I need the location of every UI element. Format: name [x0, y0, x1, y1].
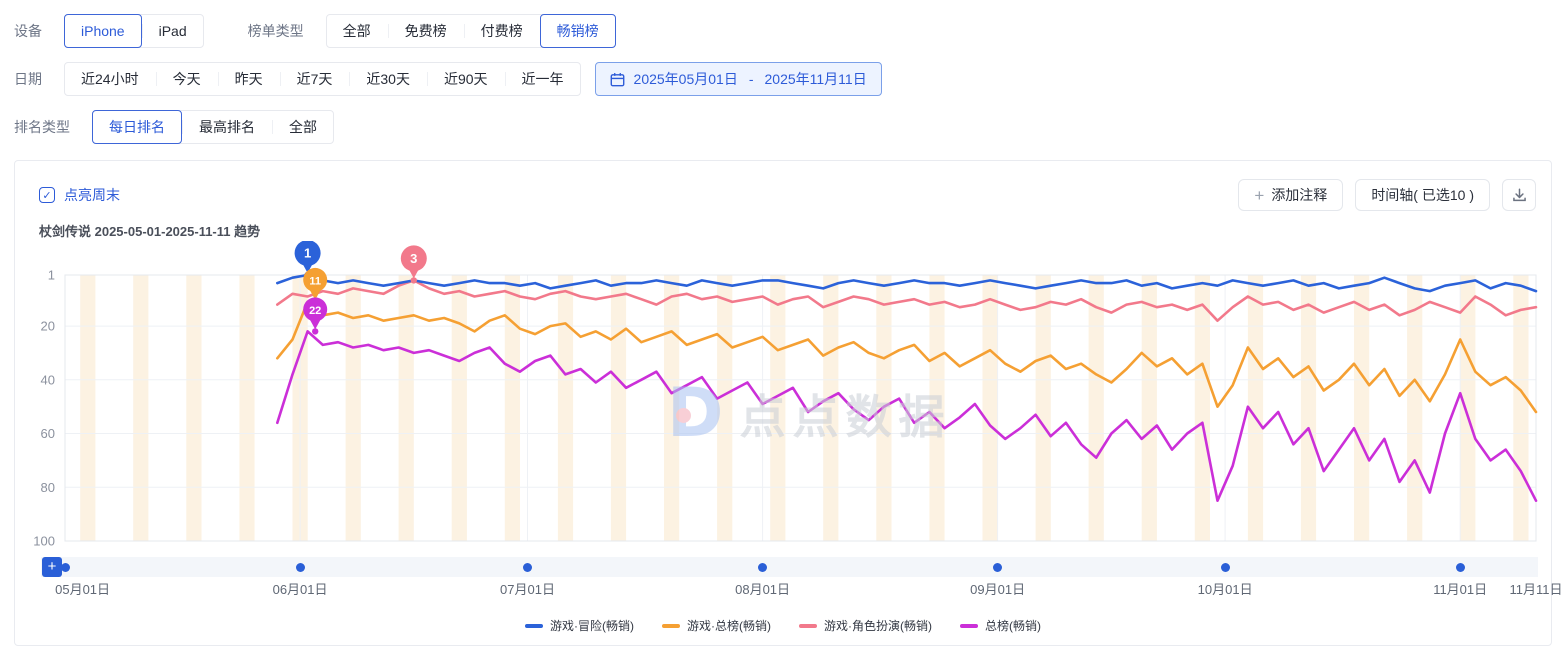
date-preset-group: 近24小时 今天 昨天 近7天 近30天 近90天 近一年 — [64, 62, 581, 96]
chart-type-group-option-2[interactable]: 付费榜 — [463, 14, 540, 48]
timeline-dot-1[interactable] — [295, 562, 305, 572]
chart-title: 杖剑传说 2025-05-01-2025-11-11 趋势 — [39, 224, 261, 239]
chart-legend: 游戏·冒险(畅销) 游戏·总榜(畅销) 游戏·角色扮演(畅销) 总榜(畅销) — [15, 617, 1551, 634]
x-axis-labels: 05月01日 06月01日 07月01日 08月01日 09月01日 10月01日 11月0… — [15, 579, 1562, 597]
toolbar-actions: + 添加注释 时间轴( 已选10 ) — [1238, 179, 1536, 211]
svg-text:3: 3 — [410, 251, 417, 266]
x-axis-tick: 09月01日 — [970, 582, 1026, 597]
plus-icon: + — [1254, 185, 1265, 205]
add-timeline-marker-button[interactable]: + — [42, 557, 62, 577]
svg-text:1: 1 — [304, 246, 311, 261]
date-range-end: 2025年11月11日 — [764, 71, 867, 87]
x-axis-tick: 11月01日 — [1433, 582, 1488, 597]
x-axis-tick: 06月01日 — [272, 582, 328, 597]
legend-label: 游戏·总榜(畅销) — [687, 619, 771, 633]
rank-type-group-option-2[interactable]: 全部 — [272, 110, 334, 144]
chart-card: ✓ 点亮周末 + 添加注释 时间轴( 已选10 ) 杖剑传说 2025-05-0… — [14, 160, 1563, 646]
legend-swatch — [799, 623, 817, 628]
y-axis-tick: 80 — [41, 480, 55, 495]
chart-type-group-option-3[interactable]: 畅销榜 — [539, 14, 616, 48]
legend-swatch — [525, 623, 543, 628]
timeline-slider: + — [15, 557, 1551, 577]
date-preset-group-option-4[interactable]: 近30天 — [349, 62, 427, 96]
device-group-option-0[interactable]: iPhone — [64, 14, 142, 48]
svg-text:11: 11 — [309, 275, 321, 287]
date-range-picker[interactable]: 2025年05月01日 - 2025年11月11日 — [594, 62, 882, 96]
checkbox-check-icon: ✓ — [39, 187, 55, 203]
legend-label: 游戏·冒险(畅销) — [550, 619, 634, 633]
y-axis-tick: 60 — [41, 426, 55, 441]
x-axis-tick: 10月01日 — [1197, 582, 1253, 597]
filter-row-rank-type: 排名类型 每日排名 最高排名 全部 — [14, 110, 1552, 144]
y-axis-tick: 100 — [33, 534, 55, 549]
date-preset-group-option-2[interactable]: 昨天 — [217, 62, 280, 96]
series-line[interactable] — [275, 273, 1538, 293]
legend-item-2[interactable]: 游戏·角色扮演(畅销) — [799, 617, 932, 634]
timeline-dot-2[interactable] — [523, 562, 533, 572]
chart-type-group-option-1[interactable]: 免费榜 — [387, 14, 464, 48]
chart-type-group-option-0[interactable]: 全部 — [342, 23, 371, 39]
series-line[interactable] — [275, 330, 1538, 503]
date-preset-group-option-5[interactable]: 近90天 — [426, 62, 505, 96]
legend-item-0[interactable]: 游戏·冒险(畅销) — [525, 617, 634, 634]
date-preset-group-option-3[interactable]: 近7天 — [279, 62, 350, 96]
legend-swatch — [960, 623, 978, 628]
timeline-dot-6[interactable] — [1455, 562, 1465, 572]
x-axis-tick: 07月01日 — [500, 582, 555, 597]
y-axis-tick: 1 — [48, 268, 55, 283]
svg-text:22: 22 — [309, 305, 321, 317]
download-button[interactable] — [1502, 179, 1536, 211]
date-preset-group-option-1[interactable]: 今天 — [155, 62, 218, 96]
date-range-start: 2025年05月01日 — [633, 71, 738, 87]
x-axis-tick: 05月01日 — [55, 582, 111, 597]
timeline-dot-5[interactable] — [1220, 562, 1230, 572]
date-range-separator: - — [748, 71, 754, 87]
date-preset-group-option-0[interactable]: 近24小时 — [81, 71, 139, 87]
device-group-option-1[interactable]: iPad — [141, 14, 204, 48]
legend-swatch — [662, 623, 680, 628]
rank-pin-22[interactable]: 22 — [303, 297, 328, 335]
device-label: 设备 — [14, 23, 42, 39]
series-line[interactable] — [275, 279, 1538, 322]
chart-type-label: 榜单类型 — [247, 23, 304, 39]
highlight-weekend-checkbox[interactable]: ✓ 点亮周末 — [39, 185, 120, 205]
filter-row-device: 设备 iPhone iPad 榜单类型 全部 免费榜 付费榜 畅销榜 — [14, 14, 1552, 48]
x-axis-tick: 08月01日 — [735, 582, 791, 597]
series-line[interactable] — [275, 300, 1538, 414]
rank-type-group: 每日排名 最高排名 全部 — [92, 110, 334, 144]
legend-label: 游戏·角色扮演(畅销) — [824, 619, 932, 633]
timeline-button[interactable]: 时间轴( 已选10 ) — [1355, 179, 1490, 211]
rank-type-group-option-0[interactable]: 每日排名 — [92, 110, 182, 144]
date-preset-group-option-6[interactable]: 近一年 — [504, 62, 581, 96]
legend-item-3[interactable]: 总榜(畅销) — [960, 617, 1041, 634]
calendar-icon — [610, 72, 624, 86]
x-axis-tick: 11月11日 — [1509, 582, 1563, 597]
add-annotation-button[interactable]: + 添加注释 — [1238, 179, 1344, 211]
chart-type-group: 全部 免费榜 付费榜 畅销榜 — [325, 14, 616, 48]
legend-item-1[interactable]: 游戏·总榜(畅销) — [662, 617, 771, 634]
download-icon — [1512, 188, 1526, 201]
card-toolbar: ✓ 点亮周末 + 添加注释 时间轴( 已选10 ) — [15, 161, 1551, 211]
timeline-dot-4[interactable] — [993, 562, 1003, 572]
timeline-track[interactable] — [41, 557, 1538, 577]
date-label: 日期 — [14, 71, 42, 87]
y-axis-tick: 20 — [41, 319, 55, 334]
timeline-dot-3[interactable] — [758, 562, 768, 572]
rank-type-group-option-1[interactable]: 最高排名 — [182, 110, 272, 144]
trend-chart: 1 20 40 60 80 100 1 11 22 3 D 点点数据 — [15, 241, 1551, 551]
highlight-weekend-label: 点亮周末 — [64, 187, 120, 203]
rank-pin-3[interactable]: 3 — [400, 245, 427, 284]
rank-type-label: 排名类型 — [14, 119, 70, 135]
y-axis-tick: 40 — [41, 372, 55, 387]
timeline-dot-0[interactable] — [60, 562, 70, 572]
legend-label: 总榜(畅销) — [985, 619, 1041, 633]
device-group: iPhone iPad — [64, 14, 204, 48]
filter-panel: 设备 iPhone iPad 榜单类型 全部 免费榜 付费榜 畅销榜 日期 近24小时今… — [0, 0, 1566, 144]
filter-row-date: 日期 近24小时 今天 昨天 近7天 近30天 近90天 近一年 2025年05月01日 -… — [14, 62, 1552, 96]
